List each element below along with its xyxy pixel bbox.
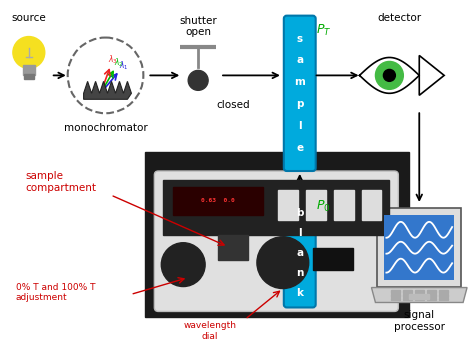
Bar: [403, 293, 412, 296]
FancyBboxPatch shape: [155, 171, 398, 311]
Text: n: n: [296, 268, 303, 278]
Text: wavelength
dial: wavelength dial: [183, 322, 237, 341]
Circle shape: [13, 37, 45, 69]
Circle shape: [161, 243, 205, 286]
Bar: [362, 190, 382, 220]
FancyBboxPatch shape: [23, 65, 35, 76]
Bar: [306, 190, 326, 220]
Bar: [439, 290, 448, 293]
Bar: [173, 187, 263, 215]
Text: l: l: [298, 121, 301, 131]
Text: source: source: [11, 13, 46, 23]
Circle shape: [188, 70, 208, 90]
Bar: [392, 293, 401, 296]
Text: $\lambda_2$: $\lambda_2$: [114, 56, 123, 69]
FancyBboxPatch shape: [377, 208, 461, 286]
Text: signal
processor: signal processor: [394, 310, 445, 332]
Polygon shape: [419, 55, 444, 95]
Text: shutter
open: shutter open: [179, 16, 217, 37]
Text: $\lambda_1$: $\lambda_1$: [118, 60, 128, 72]
Text: 0.63  0.0: 0.63 0.0: [201, 198, 235, 203]
Bar: [392, 298, 401, 300]
FancyBboxPatch shape: [384, 215, 454, 279]
Bar: [427, 298, 436, 300]
FancyBboxPatch shape: [24, 74, 34, 79]
Text: closed: closed: [216, 100, 250, 110]
Bar: [334, 190, 354, 220]
Bar: [146, 152, 410, 317]
Text: b: b: [296, 208, 303, 218]
Bar: [439, 293, 448, 296]
Bar: [427, 290, 436, 293]
Bar: [164, 180, 389, 235]
Text: 0% T and 100% T
adjustment: 0% T and 100% T adjustment: [16, 283, 95, 302]
Polygon shape: [372, 287, 467, 302]
Bar: [403, 290, 412, 293]
Bar: [415, 290, 424, 293]
Text: detector: detector: [377, 13, 421, 23]
Circle shape: [257, 237, 309, 288]
Text: monochromator: monochromator: [64, 123, 147, 133]
Text: e: e: [296, 143, 303, 153]
Bar: [415, 298, 424, 300]
Text: $P_0$: $P_0$: [316, 199, 330, 214]
Text: k: k: [296, 287, 303, 298]
Bar: [415, 293, 424, 296]
Bar: [392, 290, 401, 293]
Text: $\lambda_3$: $\lambda_3$: [108, 53, 118, 66]
Polygon shape: [359, 57, 419, 93]
Bar: [313, 248, 353, 270]
FancyBboxPatch shape: [284, 192, 316, 308]
Bar: [427, 293, 436, 296]
Bar: [278, 190, 298, 220]
Bar: [410, 293, 429, 300]
Circle shape: [375, 62, 403, 89]
Text: a: a: [296, 248, 303, 258]
Text: s: s: [297, 33, 303, 44]
FancyBboxPatch shape: [284, 16, 316, 171]
Text: sample
compartment: sample compartment: [26, 171, 97, 193]
Text: m: m: [294, 77, 305, 87]
Text: p: p: [296, 99, 303, 109]
Bar: [439, 298, 448, 300]
Polygon shape: [83, 81, 131, 99]
Circle shape: [383, 69, 395, 81]
Text: l: l: [298, 228, 301, 238]
Text: $P_T$: $P_T$: [316, 23, 331, 38]
Bar: [403, 298, 412, 300]
Bar: [218, 235, 248, 260]
Text: a: a: [296, 55, 303, 65]
